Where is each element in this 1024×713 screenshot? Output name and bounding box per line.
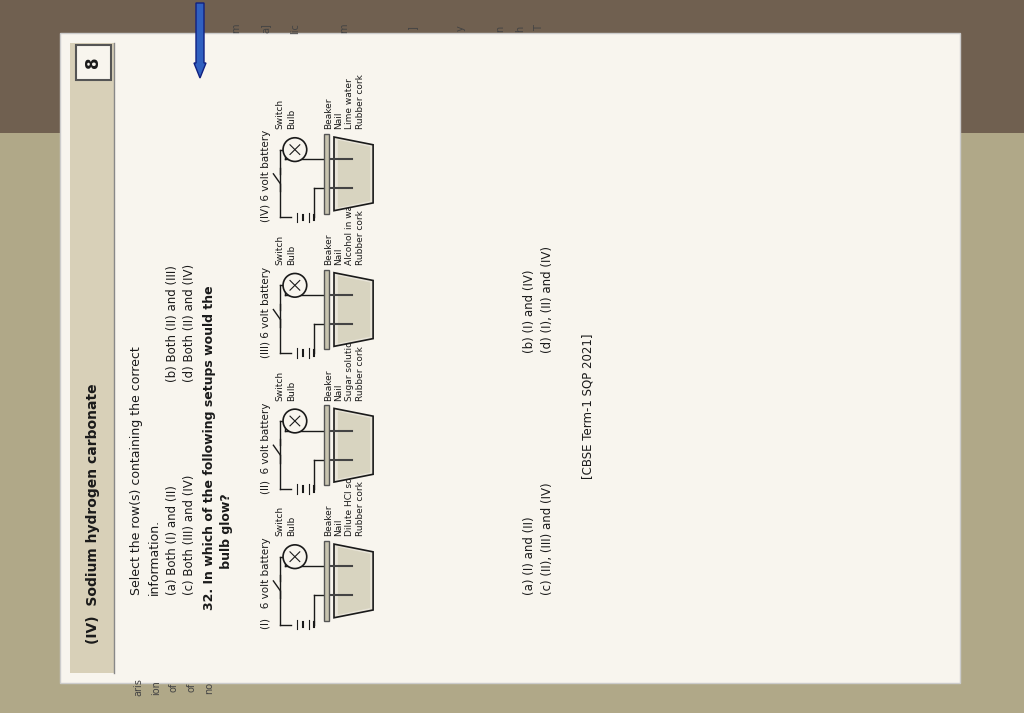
Text: Bulb: Bulb <box>288 245 297 265</box>
Circle shape <box>283 274 307 297</box>
Polygon shape <box>325 134 329 214</box>
Polygon shape <box>325 541 329 620</box>
Text: Sugar solution: Sugar solution <box>345 335 354 401</box>
Text: (a) Both (I) and (II): (a) Both (I) and (II) <box>166 486 179 595</box>
Text: (b) Both (II) and (III): (b) Both (II) and (III) <box>166 265 179 382</box>
Text: T: T <box>535 26 545 31</box>
Text: of: of <box>186 683 197 692</box>
Text: (d) (I), (II) and (IV): (d) (I), (II) and (IV) <box>541 246 554 353</box>
Text: (IV)  Sodium hydrogen carbonate: (IV) Sodium hydrogen carbonate <box>86 384 100 644</box>
Text: Switch: Switch <box>275 235 285 265</box>
Text: (IV) 6 volt battery: (IV) 6 volt battery <box>260 130 270 222</box>
Bar <box>60 33 961 683</box>
Text: (a) (I) and (II): (a) (I) and (II) <box>523 517 536 595</box>
Text: no: no <box>204 682 214 694</box>
Text: Beaker: Beaker <box>325 505 334 536</box>
Text: lic: lic <box>290 23 300 34</box>
Text: Switch: Switch <box>275 371 285 401</box>
Bar <box>0 133 1024 713</box>
Text: Bulb: Bulb <box>288 516 297 536</box>
Text: (III) 6 volt battery: (III) 6 volt battery <box>260 267 270 358</box>
Text: Nail: Nail <box>335 383 343 401</box>
Text: h: h <box>515 26 524 31</box>
Text: Switch: Switch <box>275 99 285 129</box>
Text: Rubber cork: Rubber cork <box>356 74 365 129</box>
Text: information.: information. <box>147 519 161 595</box>
Circle shape <box>283 545 307 568</box>
Circle shape <box>283 138 307 161</box>
Polygon shape <box>334 544 373 617</box>
Text: Switch: Switch <box>275 506 285 536</box>
Text: Nail: Nail <box>335 247 343 265</box>
Text: aris: aris <box>133 679 143 697</box>
Circle shape <box>283 409 307 433</box>
Polygon shape <box>338 140 371 207</box>
Text: a]: a] <box>260 24 270 34</box>
Text: (b) (I) and (IV): (b) (I) and (IV) <box>523 270 536 353</box>
Text: (c) (II), (III) and (IV): (c) (II), (III) and (IV) <box>541 483 554 595</box>
Text: Bulb: Bulb <box>288 381 297 401</box>
Text: ion: ion <box>152 680 161 695</box>
Text: Rubber cork: Rubber cork <box>356 210 365 265</box>
Text: m: m <box>231 24 242 34</box>
Polygon shape <box>334 272 373 347</box>
Text: (d) Both (II) and (IV): (d) Both (II) and (IV) <box>183 264 196 382</box>
Text: Nail: Nail <box>335 112 343 129</box>
Text: Lime water: Lime water <box>345 78 354 129</box>
Text: Select the row(s) containing the correct: Select the row(s) containing the correct <box>130 347 143 595</box>
Text: n: n <box>496 26 505 31</box>
Polygon shape <box>338 276 371 344</box>
Text: Beaker: Beaker <box>325 369 334 401</box>
Text: y: y <box>456 26 466 31</box>
Text: 32. In which of the following setups would the: 32. In which of the following setups wou… <box>204 285 216 610</box>
Text: Rubber cork: Rubber cork <box>356 481 365 536</box>
Polygon shape <box>334 409 373 482</box>
Text: Beaker: Beaker <box>325 98 334 129</box>
Text: (II)  6 volt battery: (II) 6 volt battery <box>260 402 270 493</box>
Polygon shape <box>338 411 371 479</box>
Polygon shape <box>334 137 373 210</box>
Polygon shape <box>70 43 114 673</box>
Polygon shape <box>325 270 329 349</box>
Bar <box>0 0 1024 133</box>
Text: ]: ] <box>408 26 417 31</box>
Text: (I)   6 volt battery: (I) 6 volt battery <box>260 538 270 630</box>
Polygon shape <box>76 45 111 80</box>
Text: Nail: Nail <box>335 519 343 536</box>
Polygon shape <box>325 406 329 485</box>
Text: m: m <box>339 24 349 34</box>
FancyArrow shape <box>194 3 206 78</box>
Text: [CBSE Term-1 SQP 2021]: [CBSE Term-1 SQP 2021] <box>582 334 595 479</box>
Text: bulb glow?: bulb glow? <box>220 493 232 595</box>
Text: Beaker: Beaker <box>325 233 334 265</box>
Text: 8: 8 <box>84 56 102 68</box>
Text: Dilute HCl solution: Dilute HCl solution <box>345 452 354 536</box>
Text: (c) Both (III) and (IV): (c) Both (III) and (IV) <box>183 475 196 595</box>
Text: Alcohol in water: Alcohol in water <box>345 192 354 265</box>
Text: Rubber cork: Rubber cork <box>356 346 365 401</box>
Text: Bulb: Bulb <box>288 109 297 129</box>
Text: of: of <box>169 683 178 692</box>
Polygon shape <box>338 547 371 615</box>
